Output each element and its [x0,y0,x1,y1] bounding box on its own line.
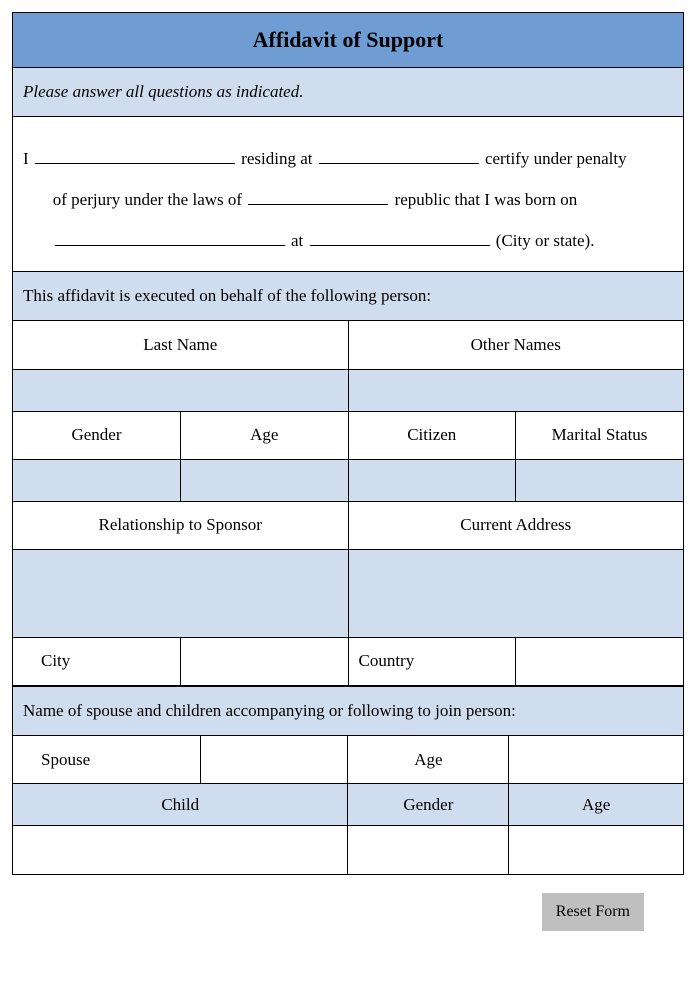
input-child[interactable] [13,826,348,874]
declaration-block: I residing at certify under penalty of p… [13,117,683,272]
decl-text: at [287,231,308,250]
label-gender: Gender [13,411,181,459]
blank-at[interactable] [310,227,490,246]
label-other-names: Other Names [348,321,683,369]
label-city: City [13,637,181,685]
decl-text: of perjury under the laws of [53,190,247,209]
input-relationship[interactable] [13,549,348,637]
label-current-address: Current Address [348,501,683,549]
family-section-intro: Name of spouse and children accompanying… [13,686,683,736]
affidavit-form: Affidavit of Support Please answer all q… [12,12,684,875]
instructions-text: Please answer all questions as indicated… [13,68,683,117]
person-table: Last Name Other Names Gender Age Citizen… [13,321,683,686]
input-country[interactable] [516,637,684,685]
decl-text: republic that I was born on [390,190,577,209]
label-child-gender: Gender [348,784,509,826]
input-other-names[interactable] [348,369,683,411]
input-city[interactable] [181,637,349,685]
input-child-age[interactable] [509,826,683,874]
family-table: Spouse Age Child Gender Age [13,736,683,874]
decl-text: certify under penalty [481,149,627,168]
label-marital-status: Marital Status [516,411,684,459]
input-child-gender[interactable] [348,826,509,874]
blank-laws[interactable] [248,186,388,205]
form-title: Affidavit of Support [13,13,683,68]
reset-form-button[interactable]: Reset Form [542,893,644,931]
decl-text: (City or state). [492,231,595,250]
label-citizen: Citizen [348,411,516,459]
input-current-address[interactable] [348,549,683,637]
label-child-age: Age [509,784,683,826]
input-marital-status[interactable] [516,459,684,501]
input-citizen[interactable] [348,459,516,501]
input-gender[interactable] [13,459,181,501]
input-spouse-age[interactable] [509,736,683,784]
decl-text: I [23,149,33,168]
blank-name[interactable] [35,145,235,164]
label-spouse-age: Age [348,736,509,784]
decl-text: residing at [237,149,317,168]
label-last-name: Last Name [13,321,348,369]
label-spouse: Spouse [13,736,201,784]
label-child: Child [13,784,348,826]
label-relationship: Relationship to Sponsor [13,501,348,549]
input-last-name[interactable] [13,369,348,411]
blank-born[interactable] [55,227,285,246]
label-country: Country [348,637,516,685]
input-spouse[interactable] [201,736,348,784]
blank-residing[interactable] [319,145,479,164]
person-section-intro: This affidavit is executed on behalf of … [13,272,683,321]
input-age[interactable] [181,459,349,501]
label-age: Age [181,411,349,459]
